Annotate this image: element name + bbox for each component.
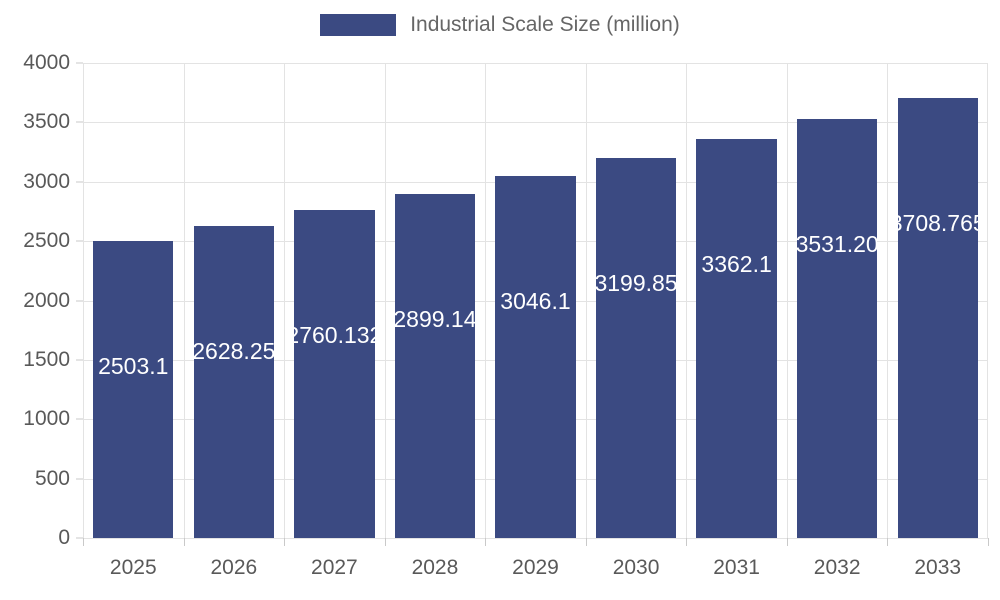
chart-legend: Industrial Scale Size (million): [0, 14, 1000, 36]
x-axis-tick-mark: [686, 538, 687, 546]
bar-value-label: 2899.14: [394, 305, 476, 332]
y-axis-tick-label: 1500: [23, 347, 70, 371]
x-axis-tick-label: 2031: [713, 556, 760, 579]
x-axis-tick-mark: [83, 538, 84, 546]
bar[interactable]: 2628.25: [193, 225, 275, 538]
legend-swatch-icon: [320, 14, 397, 36]
x-axis-tick-mark: [787, 538, 788, 546]
bar-value-label: 3708.765: [898, 209, 978, 236]
x-axis-tick-mark: [184, 538, 185, 546]
bar-value-label: 2628.25: [193, 337, 275, 364]
gridline-horizontal: [83, 63, 988, 64]
gridline-vertical: [83, 63, 84, 538]
gridline-vertical: [385, 63, 386, 538]
x-axis-tick-label: 2025: [109, 556, 157, 579]
y-axis-tick-mark: [76, 121, 83, 123]
bar-value-label: 3199.85: [595, 270, 677, 297]
bar[interactable]: 3046.1: [495, 176, 576, 538]
x-axis-tick-mark: [385, 538, 386, 546]
y-axis-tick-label: 2000: [23, 288, 70, 312]
y-axis-tick-label: 2500: [23, 229, 70, 253]
bar[interactable]: 3531.20: [796, 118, 878, 538]
gridline-vertical: [887, 63, 888, 538]
plot-area: 2503.1 2628.25 2760.132 2899.14 3046.1 3199.8…: [83, 63, 988, 539]
bar[interactable]: 3708.765: [897, 97, 978, 538]
bar-value-label: 3362.1: [701, 250, 772, 277]
x-axis-tick-label: 2029: [512, 556, 559, 579]
gridline-vertical: [485, 63, 486, 538]
x-axis-tick-label: 2027: [311, 556, 358, 579]
gridline-vertical: [686, 63, 687, 538]
gridline-horizontal: [83, 538, 988, 539]
gridline-vertical: [284, 63, 285, 538]
bar[interactable]: 2503.1: [93, 240, 174, 538]
bar-value-label: 2760.132: [294, 322, 374, 349]
y-axis-tick-label: 0: [58, 526, 70, 549]
y-axis-tick-mark: [76, 478, 83, 480]
y-axis-tick-label: 1000: [23, 407, 70, 431]
y-axis-tick-label: 4000: [23, 51, 70, 74]
x-axis-tick-label: 2028: [411, 556, 459, 579]
bar[interactable]: 3362.1: [696, 138, 777, 538]
y-axis-tick-label: 3000: [23, 169, 70, 193]
gridline-vertical: [987, 63, 988, 538]
bar[interactable]: 2760.132: [294, 210, 375, 538]
y-axis-tick-mark: [76, 240, 83, 242]
legend-label: Industrial Scale Size (million): [410, 13, 680, 36]
y-axis-tick-mark: [76, 300, 83, 301]
bar-value-label: 2503.1: [98, 352, 169, 379]
y-axis-tick-mark: [76, 359, 83, 361]
bar[interactable]: 2899.14: [394, 193, 476, 538]
gridline-vertical: [184, 63, 185, 538]
gridline-vertical: [586, 63, 587, 538]
x-axis-tick-mark: [586, 538, 587, 546]
gridline-vertical: [787, 63, 788, 538]
x-axis-tick-mark: [485, 538, 486, 546]
x-axis-tick-mark: [284, 538, 285, 546]
y-axis-tick-mark: [76, 537, 83, 539]
y-axis-tick-mark: [76, 181, 83, 183]
bar[interactable]: 3199.85: [595, 158, 677, 538]
x-axis-tick-mark: [988, 538, 989, 546]
bar-value-label: 3046.1: [500, 288, 571, 315]
bar-value-label: 3531.20: [796, 230, 878, 257]
x-axis-tick-mark: [887, 538, 888, 546]
x-axis-tick-label: 2030: [612, 556, 660, 579]
y-axis-tick-mark: [76, 418, 83, 420]
gridline-horizontal: [83, 122, 988, 124]
y-axis-tick-label: 3500: [23, 110, 70, 134]
x-axis-tick-label: 2026: [210, 556, 258, 579]
y-axis-tick-mark: [76, 62, 83, 64]
x-axis-tick-label: 2032: [813, 556, 861, 579]
x-axis-tick-label: 2033: [914, 556, 962, 579]
y-axis-tick-label: 500: [34, 466, 70, 490]
